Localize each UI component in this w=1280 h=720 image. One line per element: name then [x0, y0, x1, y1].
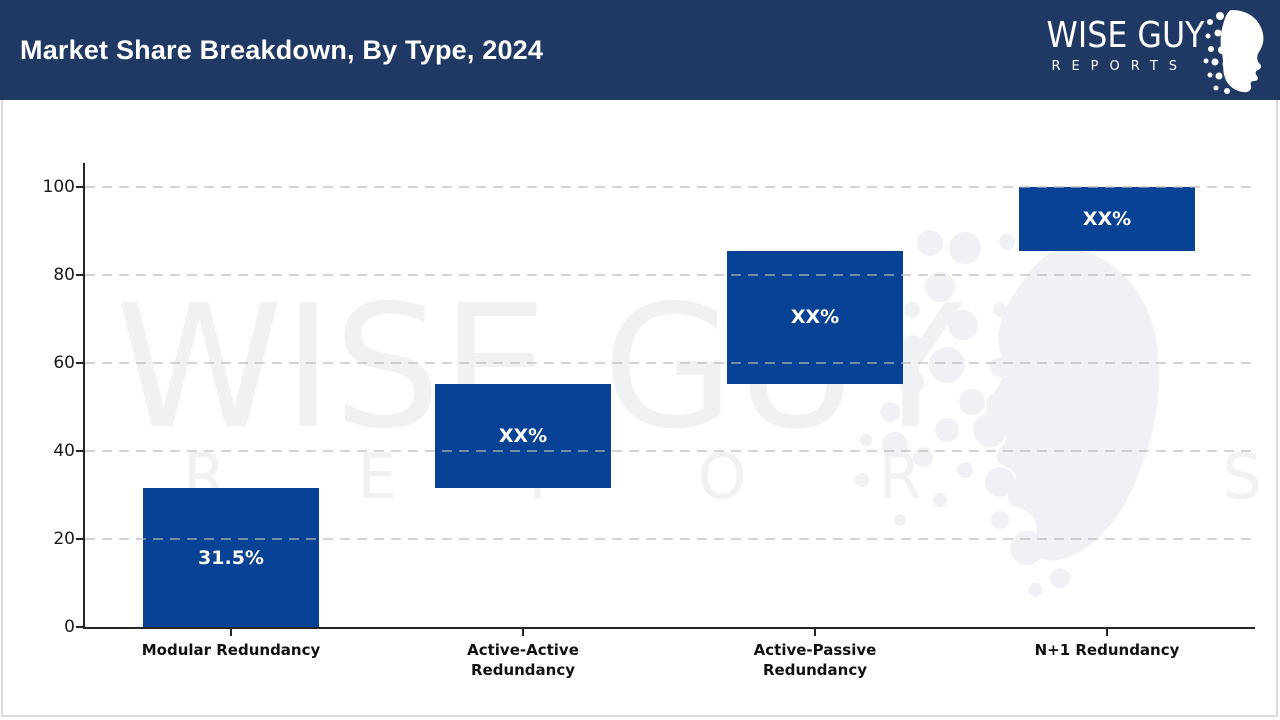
- bar-segment: [727, 250, 903, 384]
- bar-segment: [143, 488, 319, 627]
- bar-value-label: 31.5%: [198, 546, 264, 569]
- logo-dotted-head-icon: [1203, 10, 1264, 94]
- y-axis-tick-label: 20: [53, 529, 75, 549]
- x-axis-category-label-line: Active-Passive: [753, 641, 877, 659]
- gridline: [85, 362, 1255, 364]
- x-axis-category-label-line: Redundancy: [470, 661, 576, 679]
- x-axis-category-label: Modular Redundancy: [101, 640, 361, 660]
- wise-guy-reports-logo: WISE GUY REPORTS: [1020, 0, 1270, 100]
- gridline: [85, 274, 1255, 276]
- y-axis-tick: [76, 626, 83, 628]
- bar-value-label: XX%: [1082, 207, 1132, 230]
- x-axis-category-label: Active-Active Redundancy: [393, 640, 653, 680]
- x-axis-category-label: Active-Passive Redundancy: [685, 640, 945, 680]
- logo-text: WISE GUY REPORTS: [1025, 15, 1204, 75]
- x-axis-category-label: N+1 Redundancy: [977, 640, 1237, 660]
- page-title: Market Share Breakdown, By Type, 2024: [20, 34, 544, 65]
- logo-brand-text: WISE GUY: [1046, 15, 1204, 56]
- logo-sub-text: REPORTS: [1051, 59, 1189, 74]
- bar-segment: [1019, 187, 1195, 251]
- y-axis-tick: [76, 450, 83, 452]
- x-axis-category-label-line: Modular Redundancy: [141, 641, 321, 659]
- x-axis-category-label-line: Redundancy: [762, 661, 868, 679]
- bar-value-label: XX%: [790, 306, 840, 329]
- x-axis-tick: [230, 629, 232, 636]
- y-axis-tick-label: 40: [53, 441, 75, 461]
- y-axis-tick: [76, 274, 83, 276]
- y-axis-line: [83, 163, 85, 629]
- gridline: [85, 538, 1255, 540]
- x-axis-category-label-line: Active-Active: [467, 641, 579, 659]
- x-axis-tick: [522, 629, 524, 636]
- gridline: [85, 186, 1255, 188]
- y-axis-tick-label: 60: [53, 353, 75, 373]
- y-axis-tick: [76, 538, 83, 540]
- x-axis-tick: [814, 629, 816, 636]
- y-axis-tick: [76, 362, 83, 364]
- header-banner: Market Share Breakdown, By Type, 2024 WI…: [0, 0, 1280, 100]
- gridline: [85, 450, 1255, 452]
- bar-segment: [435, 383, 611, 489]
- bar-value-label: XX%: [498, 425, 548, 448]
- x-axis-category-label-line: N+1 Redundancy: [1034, 641, 1180, 659]
- x-axis-line: [83, 627, 1255, 629]
- y-axis-tick-label: 80: [53, 265, 75, 285]
- y-axis-tick-label: 100: [42, 177, 75, 197]
- x-axis-tick: [1106, 629, 1108, 636]
- y-axis-tick: [76, 186, 83, 188]
- y-axis-tick-label: 0: [64, 617, 75, 637]
